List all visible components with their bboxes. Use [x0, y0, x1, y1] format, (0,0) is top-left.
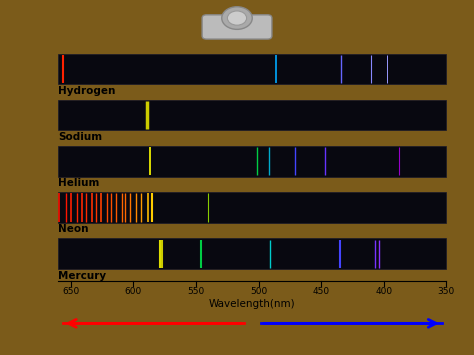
Text: Hydrogen: Hydrogen [58, 86, 116, 96]
Text: Mercury: Mercury [58, 271, 106, 281]
Bar [58, 146, 447, 177]
Text: 450: 450 [312, 286, 330, 295]
Text: Wavelength(nm): Wavelength(nm) [209, 299, 296, 309]
Bar [58, 100, 447, 131]
Text: 350: 350 [438, 286, 455, 295]
Text: Helium: Helium [58, 178, 100, 188]
Bar [58, 192, 447, 223]
FancyBboxPatch shape [202, 15, 272, 39]
Bar [58, 54, 447, 84]
Text: 650: 650 [62, 286, 79, 295]
Text: 400: 400 [375, 286, 392, 295]
Text: 550: 550 [187, 286, 205, 295]
Text: 600: 600 [125, 286, 142, 295]
Text: Neon: Neon [58, 224, 89, 235]
Bar [58, 239, 447, 269]
Circle shape [228, 11, 246, 25]
Text: 500: 500 [250, 286, 267, 295]
Circle shape [222, 7, 252, 29]
Text: Sodium: Sodium [58, 132, 102, 142]
